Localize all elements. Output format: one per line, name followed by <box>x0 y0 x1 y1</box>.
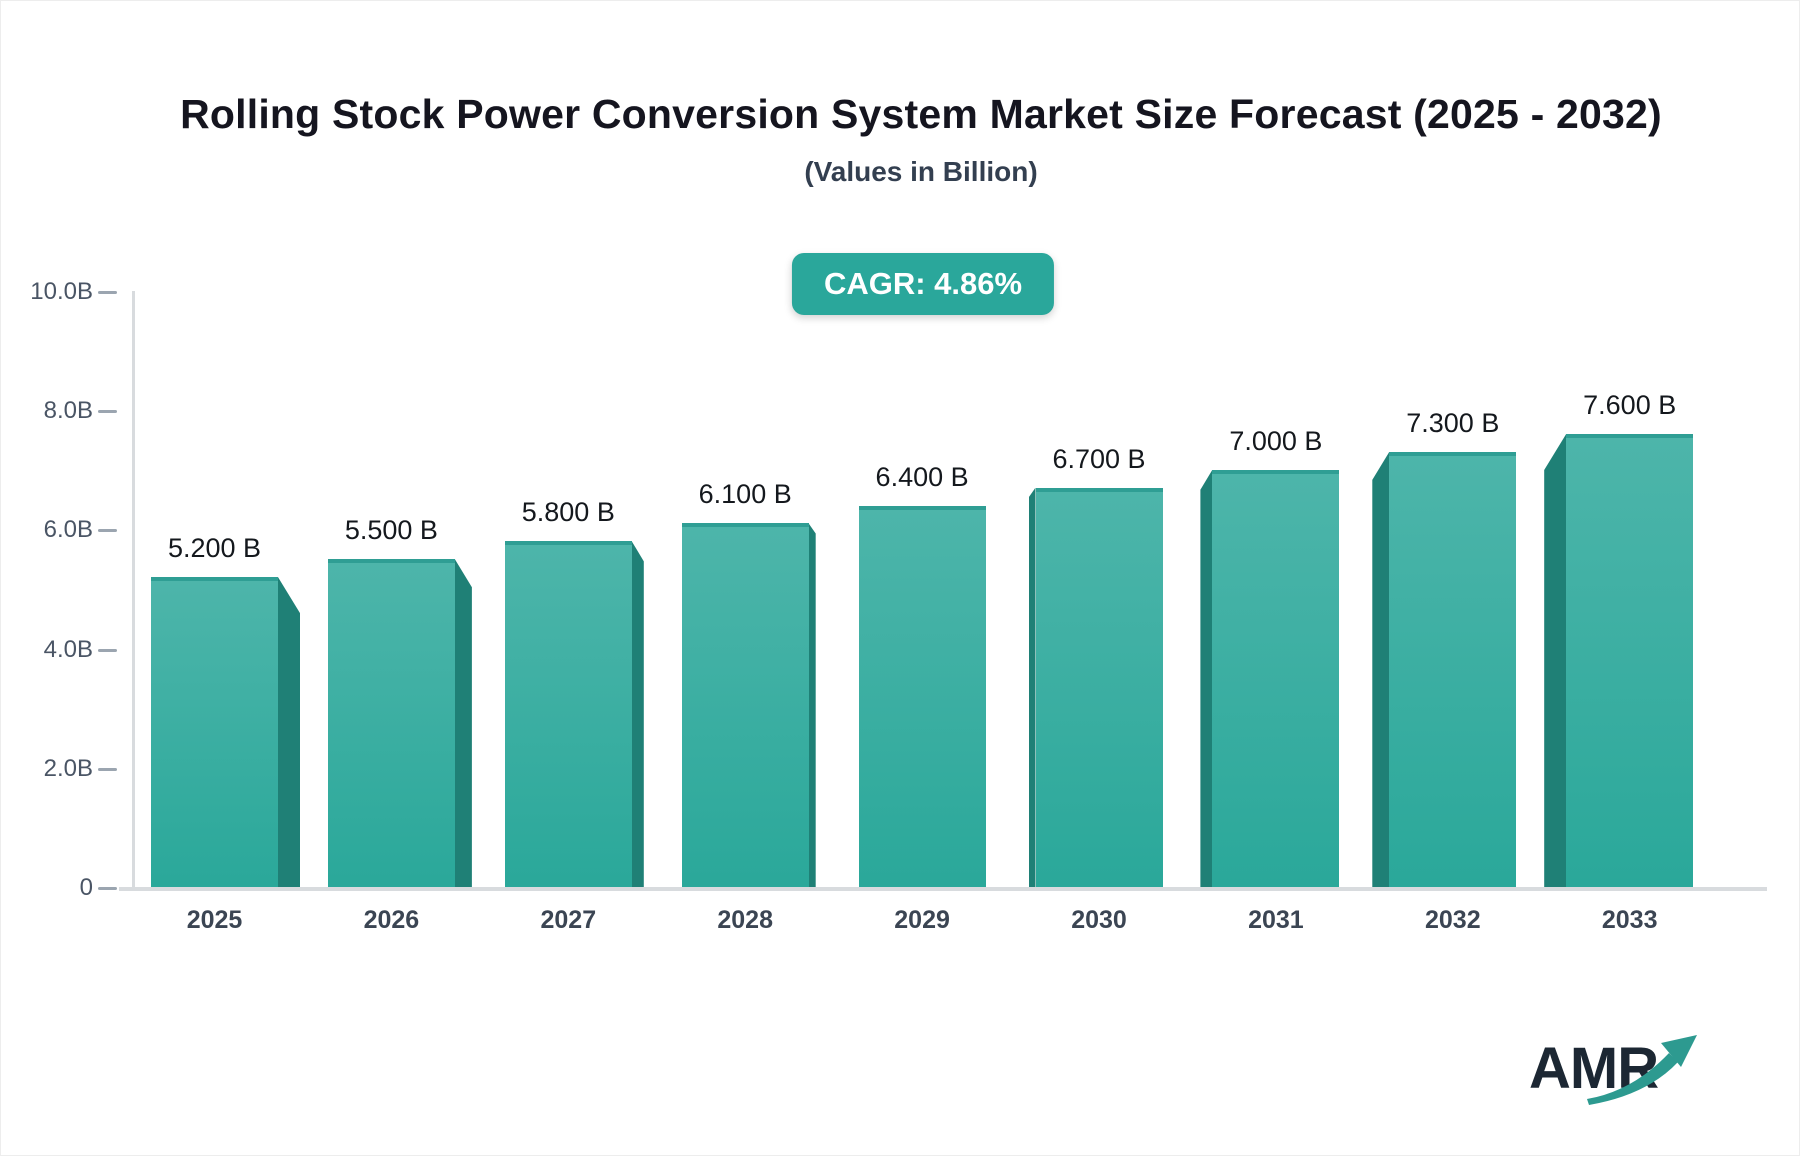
bar-2029[interactable] <box>858 505 986 887</box>
bar-2031[interactable] <box>1212 469 1340 887</box>
x-axis-category-label: 2030 <box>1071 906 1127 934</box>
bar-value-label: 5.500 B <box>344 515 438 546</box>
y-axis-tick <box>98 410 117 414</box>
x-axis-category-label: 2026 <box>363 906 420 934</box>
y-axis-tick <box>98 767 117 771</box>
x-axis-baseline <box>119 887 1767 891</box>
x-axis-category-label: 2031 <box>1248 906 1304 934</box>
y-axis-tick-label: 8.0B <box>43 397 93 425</box>
y-axis-tick-label: 10.0B <box>30 278 93 305</box>
chart-subtitle: (Values in Billion) <box>804 156 1038 187</box>
growth-arrow-icon <box>1587 1035 1697 1105</box>
cagr-badge: CAGR: 4.86% <box>791 253 1055 315</box>
bar-value-label: 7.300 B <box>1406 407 1500 438</box>
bar-3d-side-face <box>1028 487 1036 887</box>
x-axis-category-label: 2033 <box>1601 906 1658 934</box>
bar-3d-side-face <box>1544 434 1567 887</box>
y-axis-tick-label: 2.0B <box>43 754 93 782</box>
y-axis-tick-label: 6.0B <box>43 516 93 544</box>
y-axis-tick-label: 4.0B <box>43 635 93 663</box>
x-axis-category-label: 2028 <box>717 906 773 934</box>
y-axis-line <box>132 291 135 890</box>
x-axis-category-label: 2027 <box>540 906 597 934</box>
bar-3d-side-face <box>454 559 472 887</box>
bar-value-label: 6.700 B <box>1052 443 1146 474</box>
x-axis-category-label: 2029 <box>894 906 950 934</box>
y-axis-tick <box>98 887 117 890</box>
bar-3d-side-face <box>631 541 644 887</box>
bar-value-label: 7.600 B <box>1583 390 1677 421</box>
bar-2027[interactable] <box>504 541 632 887</box>
x-axis-category-label: 2032 <box>1424 906 1481 934</box>
bar-2028[interactable] <box>681 523 809 887</box>
cagr-badge-label: CAGR: 4.86% <box>823 266 1023 301</box>
bar-2025[interactable] <box>151 577 278 887</box>
bar-value-label: 5.200 B <box>167 533 262 564</box>
bar-2026[interactable] <box>327 559 455 887</box>
bar-value-label: 6.400 B <box>875 461 969 492</box>
bar-3d-side-face <box>1200 469 1213 887</box>
bar-3d-side-face <box>278 577 300 887</box>
y-axis-tick <box>98 529 117 533</box>
x-axis-category-label: 2025 <box>186 906 243 934</box>
y-axis-tick-label: 0 <box>79 874 93 901</box>
y-axis-tick <box>98 648 117 652</box>
bar-value-label: 7.000 B <box>1229 425 1323 456</box>
chart-title: Rolling Stock Power Conversion System Ma… <box>180 91 1662 137</box>
bar-2032[interactable] <box>1389 451 1517 887</box>
bar-3d-side-face <box>1372 451 1390 887</box>
bar-2033[interactable] <box>1566 434 1694 887</box>
y-axis-tick <box>98 291 117 294</box>
bar-2030[interactable] <box>1035 487 1163 887</box>
bar-value-label: 6.100 B <box>698 479 792 510</box>
bar-3d-side-face <box>808 523 816 887</box>
bar-value-label: 5.800 B <box>521 497 615 528</box>
